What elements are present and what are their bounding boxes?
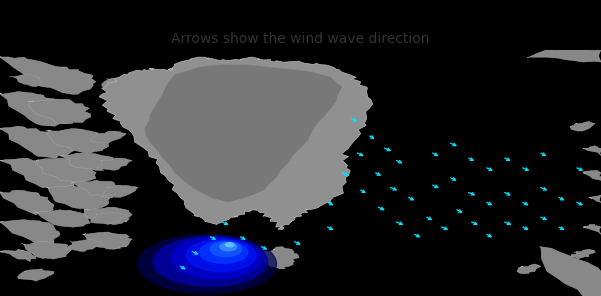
Polygon shape: [60, 153, 114, 170]
Polygon shape: [102, 77, 138, 89]
Polygon shape: [583, 146, 601, 156]
Polygon shape: [588, 195, 601, 202]
Ellipse shape: [138, 234, 276, 294]
Polygon shape: [0, 158, 78, 190]
Polygon shape: [46, 128, 109, 153]
Ellipse shape: [210, 242, 242, 257]
Polygon shape: [83, 232, 132, 249]
Polygon shape: [84, 207, 132, 225]
Polygon shape: [571, 249, 596, 259]
Polygon shape: [527, 50, 601, 62]
Polygon shape: [96, 158, 132, 170]
Ellipse shape: [186, 239, 256, 271]
Polygon shape: [0, 91, 72, 126]
Polygon shape: [36, 158, 96, 183]
Polygon shape: [99, 57, 373, 229]
Polygon shape: [570, 121, 595, 131]
Polygon shape: [583, 224, 601, 234]
Polygon shape: [66, 239, 102, 252]
Polygon shape: [46, 185, 110, 210]
Polygon shape: [0, 190, 54, 215]
Polygon shape: [0, 57, 96, 94]
Ellipse shape: [153, 237, 267, 286]
Polygon shape: [261, 247, 299, 269]
Polygon shape: [144, 64, 343, 202]
Ellipse shape: [171, 237, 261, 279]
Polygon shape: [546, 259, 572, 269]
Polygon shape: [22, 242, 72, 259]
Polygon shape: [540, 247, 601, 296]
Ellipse shape: [200, 241, 248, 263]
Polygon shape: [114, 104, 150, 116]
Polygon shape: [517, 264, 541, 274]
Polygon shape: [34, 210, 90, 227]
Polygon shape: [90, 212, 126, 225]
Polygon shape: [583, 170, 601, 180]
Polygon shape: [72, 180, 126, 198]
Polygon shape: [0, 220, 60, 244]
Polygon shape: [0, 126, 74, 158]
Ellipse shape: [225, 243, 234, 247]
Polygon shape: [90, 131, 126, 143]
Polygon shape: [9, 74, 42, 87]
Text: Arrows show the wind wave direction: Arrows show the wind wave direction: [171, 32, 430, 46]
Polygon shape: [28, 99, 91, 124]
Polygon shape: [102, 185, 138, 197]
Text: Secondary Swell energy on Saturday 29 Mar at 6pm -03: Secondary Swell energy on Saturday 29 Ma…: [5, 5, 596, 24]
Ellipse shape: [220, 243, 237, 251]
Polygon shape: [17, 269, 54, 281]
Polygon shape: [0, 249, 36, 262]
